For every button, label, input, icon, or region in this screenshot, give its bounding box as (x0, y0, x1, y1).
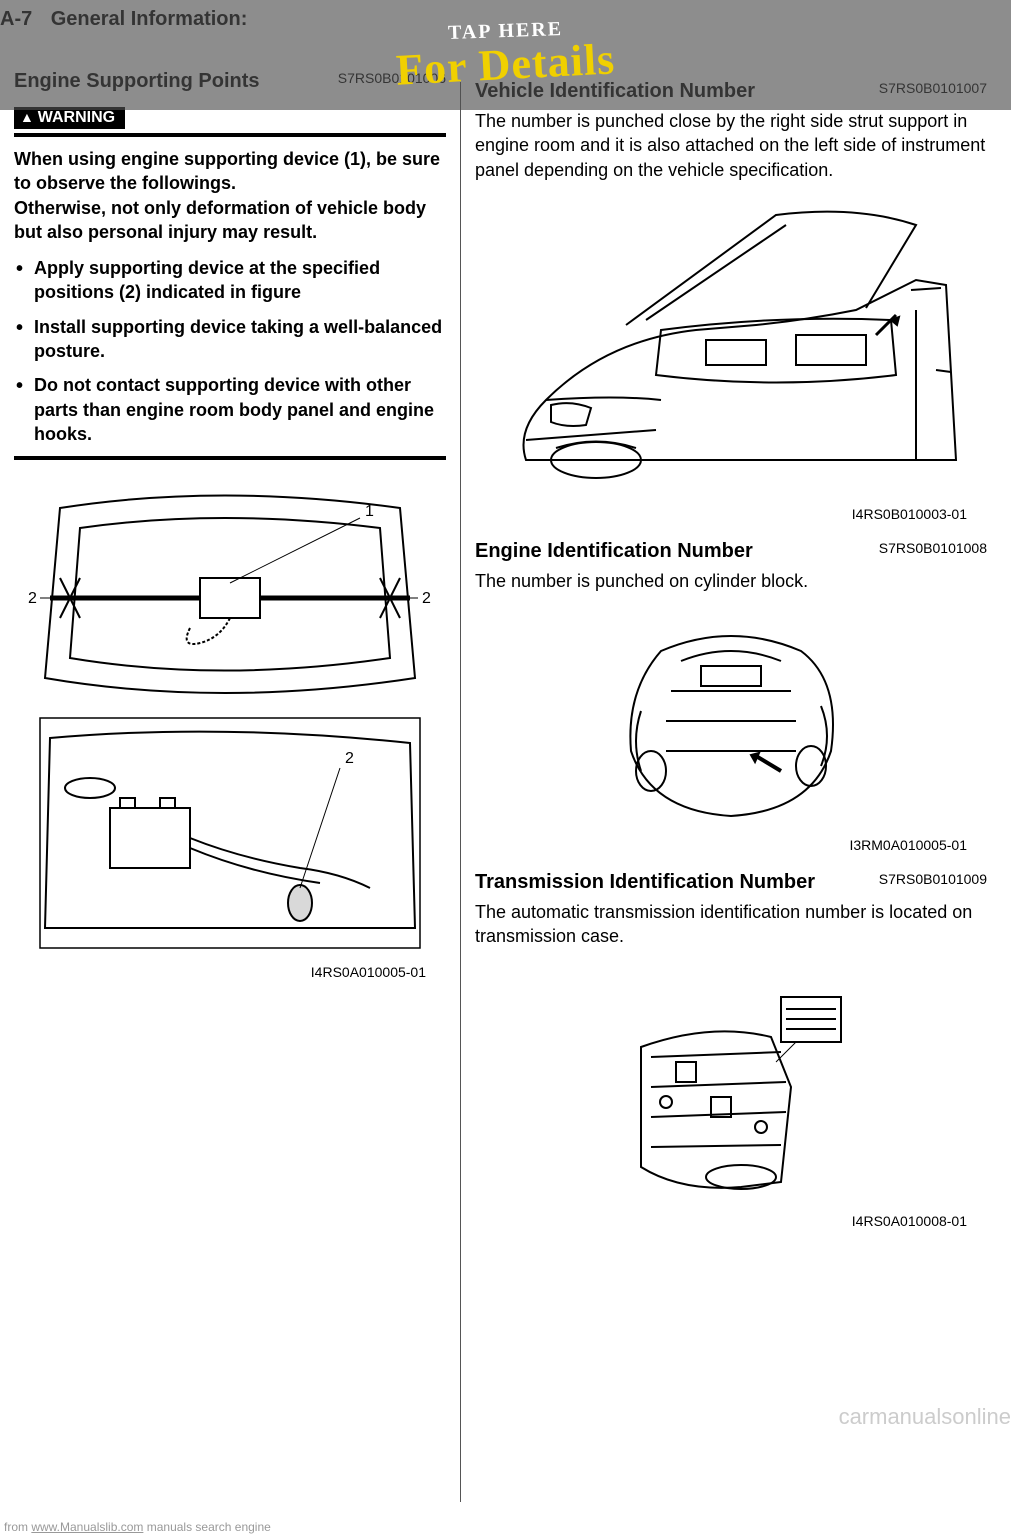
callout-2: 2 (28, 590, 37, 607)
callout-2b: 2 (422, 590, 431, 607)
footer-link[interactable]: www.Manualslib.com (31, 1520, 143, 1534)
figure-label: I4RS0A010008-01 (475, 1213, 987, 1229)
manual-page: A-7 General Information: TAP HERE For De… (0, 0, 1011, 1540)
body-text: The number is punched on cylinder block. (475, 569, 987, 593)
bullet-item: Apply supporting device at the specified… (14, 256, 446, 305)
figure-vin (475, 200, 987, 500)
figure-label: I3RM0A010005-01 (475, 837, 987, 853)
callout-1: 1 (365, 503, 374, 520)
footer-prefix: from (4, 1520, 31, 1534)
callout-2c: 2 (345, 750, 354, 767)
warning-bullets: Apply supporting device at the specified… (14, 256, 446, 446)
footer: from www.Manualslib.com manuals search e… (4, 1520, 271, 1534)
vin-section: S7RS0B0101007 Vehicle Identification Num… (475, 80, 987, 522)
body-text: The number is punched close by the right… (475, 109, 987, 182)
bullet-item: Install supporting device taking a well-… (14, 315, 446, 364)
promo-overlay[interactable]: TAP HERE For Details (0, 0, 1011, 110)
figure-tin (475, 967, 987, 1207)
body-text: The automatic transmission identificatio… (475, 900, 987, 949)
ein-section: S7RS0B0101008 Engine Identification Numb… (475, 540, 987, 853)
figure-label: I4RS0A010005-01 (14, 964, 446, 980)
warning-divider-bottom (14, 456, 446, 460)
tin-section: S7RS0B0101009 Transmission Identificatio… (475, 871, 987, 1229)
warning-divider-top (14, 133, 446, 137)
for-details-label: For Details (395, 33, 617, 95)
warning-badge: WARNING (14, 107, 125, 129)
figure-label: I4RS0B010003-01 (475, 506, 987, 522)
ref-code: S7RS0B0101008 (879, 540, 987, 556)
watermark: carmanualsonline (839, 1404, 1011, 1430)
warning-intro: When using engine supporting device (1),… (14, 147, 446, 244)
footer-suffix: manuals search engine (147, 1520, 271, 1534)
right-column: S7RS0B0101007 Vehicle Identification Num… (461, 70, 1001, 1502)
figure-engine-support: 1 2 2 (14, 478, 446, 958)
left-column: S7RS0B0101006 Engine Supporting Points W… (0, 70, 460, 1502)
ref-code: S7RS0B0101009 (879, 871, 987, 887)
bullet-item: Do not contact supporting device with ot… (14, 373, 446, 446)
content-columns: S7RS0B0101006 Engine Supporting Points W… (0, 0, 1011, 1502)
figure-ein (475, 611, 987, 831)
